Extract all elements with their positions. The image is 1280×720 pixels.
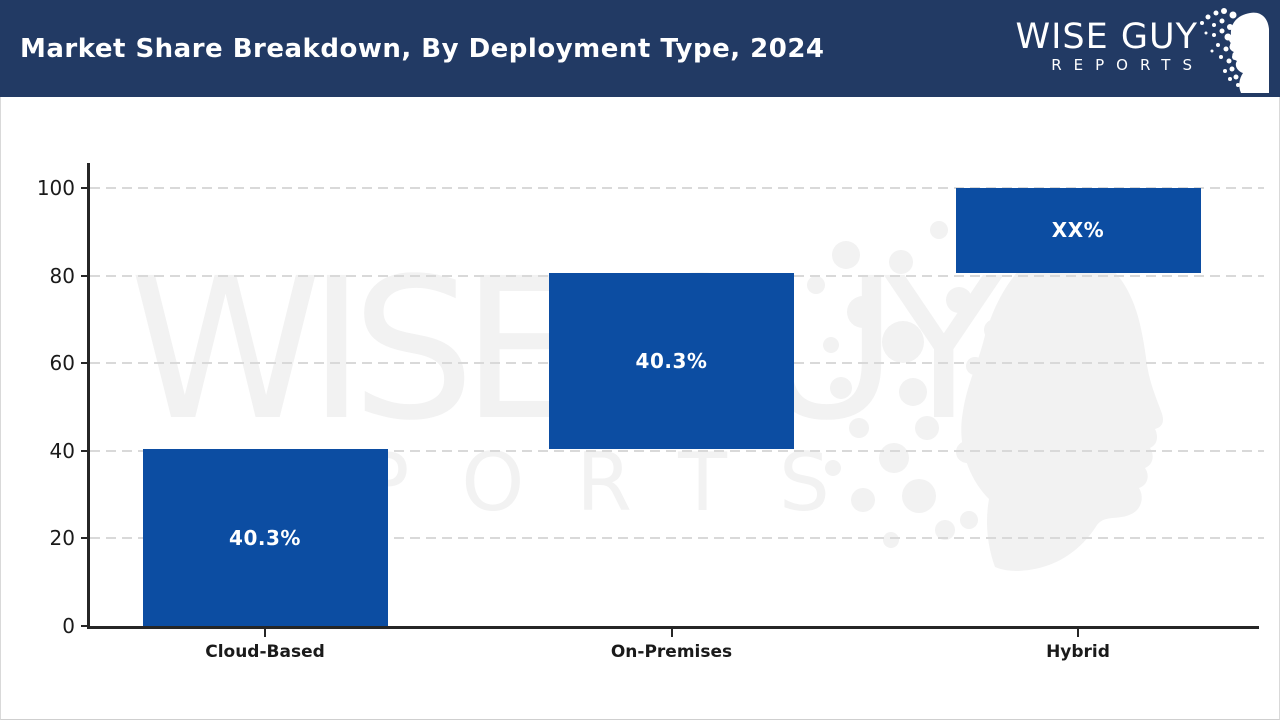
x-tickmark	[670, 629, 673, 637]
y-axis	[87, 163, 90, 629]
y-tick-label: 40	[49, 438, 75, 463]
wiseguy-logo: WISE GUY REPORTS	[1015, 7, 1270, 93]
x-category-label: Cloud-Based	[205, 642, 325, 662]
header-bar: Market Share Breakdown, By Deployment Ty…	[0, 0, 1280, 97]
y-tickmark	[81, 625, 89, 627]
bar-segment: 40.3%	[549, 272, 794, 450]
bar-value-label: XX%	[1051, 218, 1105, 243]
page-title: Market Share Breakdown, By Deployment Ty…	[20, 33, 825, 64]
logo-text: WISE GUY REPORTS	[1015, 20, 1198, 73]
x-category-label: Hybrid	[1046, 642, 1110, 662]
gridline	[90, 187, 1264, 189]
x-category-label: On-Premises	[610, 642, 733, 662]
y-tick-label: 80	[49, 263, 75, 288]
y-tickmark	[81, 274, 89, 277]
y-tickmark	[81, 187, 89, 189]
y-tick-label: 100	[36, 176, 75, 200]
logo-wordmark: WISE GUY	[1015, 17, 1198, 57]
chart-area: WISE GUY REPORTS 0 20 40 60 80 100 40.3% Cloud-…	[0, 97, 1280, 720]
gridline	[90, 449, 1264, 452]
waterfall-chart: 0 20 40 60 80 100 40.3% Cloud-Based 40.3% On-Prem…	[1, 97, 1279, 719]
logo-subtext: REPORTS	[1051, 56, 1204, 74]
y-tick-label: 20	[49, 526, 75, 551]
y-tickmark	[81, 449, 89, 452]
gridline	[90, 537, 1264, 540]
y-tick-label: 0	[62, 614, 75, 638]
y-tick-label: 60	[49, 351, 75, 376]
bar-segment: XX%	[955, 188, 1201, 273]
bar-value-label: 40.3%	[229, 525, 301, 550]
x-tickmark	[1077, 629, 1079, 637]
x-axis	[87, 626, 1259, 629]
y-tickmark	[81, 537, 89, 540]
y-tickmark	[81, 362, 89, 365]
x-tickmark	[264, 629, 266, 637]
bar-value-label: 40.3%	[635, 349, 708, 374]
logo-face-icon	[1200, 8, 1269, 93]
watermark-face-icon	[807, 221, 1163, 571]
bar-segment: 40.3%	[142, 449, 388, 626]
